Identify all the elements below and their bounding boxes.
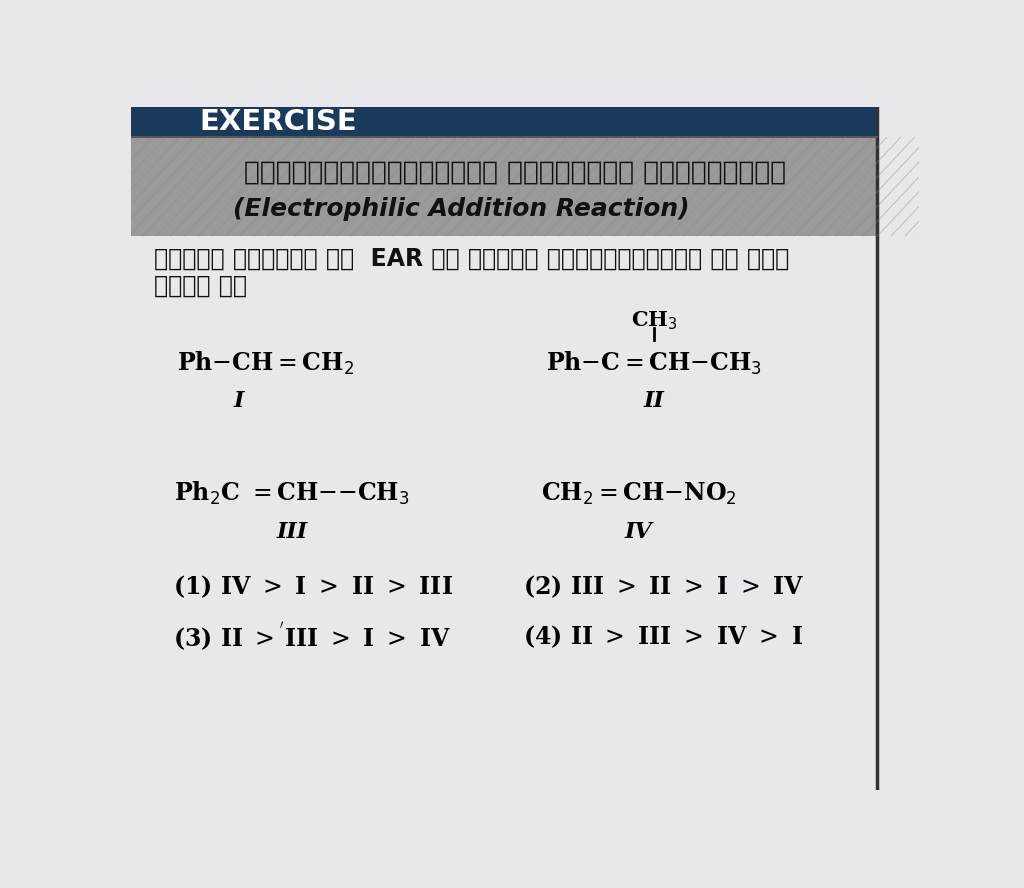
Text: (3) II $>$$^{'}$III $>$ I $>$ IV: (3) II $>$$^{'}$III $>$ I $>$ IV <box>173 620 451 653</box>
Text: I: I <box>233 391 244 412</box>
FancyBboxPatch shape <box>130 107 878 138</box>
Text: (2) III $>$ II $>$ I $>$ IV: (2) III $>$ II $>$ I $>$ IV <box>523 573 805 599</box>
Text: II: II <box>644 391 665 412</box>
Text: CH$_3$: CH$_3$ <box>631 309 678 332</box>
Text: निम्न यौगिको का  EAR के प्रति क्रियाशीलता का सही: निम्न यौगिको का EAR के प्रति क्रियाशीलता… <box>154 247 788 271</box>
Text: (4) II $>$ III $>$ IV $>$ I: (4) II $>$ III $>$ IV $>$ I <box>523 623 803 650</box>
Text: Ph$_2$C $=$CH$-$$-$CH$_3$: Ph$_2$C $=$CH$-$$-$CH$_3$ <box>174 480 410 507</box>
Text: Ph$-$CH$=$CH$_2$: Ph$-$CH$=$CH$_2$ <box>177 349 354 377</box>
Text: EXERCISE: EXERCISE <box>200 108 357 136</box>
Text: क्रम है: क्रम है <box>154 274 247 298</box>
FancyBboxPatch shape <box>130 107 878 790</box>
Text: (1) IV $>$ I $>$ II $>$ III: (1) IV $>$ I $>$ II $>$ III <box>173 573 453 599</box>
Text: (Electrophilic Addition Reaction): (Electrophilic Addition Reaction) <box>233 197 690 221</box>
Text: इलेक्ट्रॉनस्नेही योगात्मक अभिक्रिया: इलेक्ट्रॉनस्नेही योगात्मक अभिक्रिया <box>245 160 786 186</box>
FancyBboxPatch shape <box>130 138 878 236</box>
Text: CH$_2$$=$CH$-$NO$_2$: CH$_2$$=$CH$-$NO$_2$ <box>541 480 736 507</box>
Text: IV: IV <box>625 521 652 543</box>
Text: III: III <box>276 521 308 543</box>
Text: Ph$-$C$=$CH$-$CH$_3$: Ph$-$C$=$CH$-$CH$_3$ <box>546 349 762 377</box>
